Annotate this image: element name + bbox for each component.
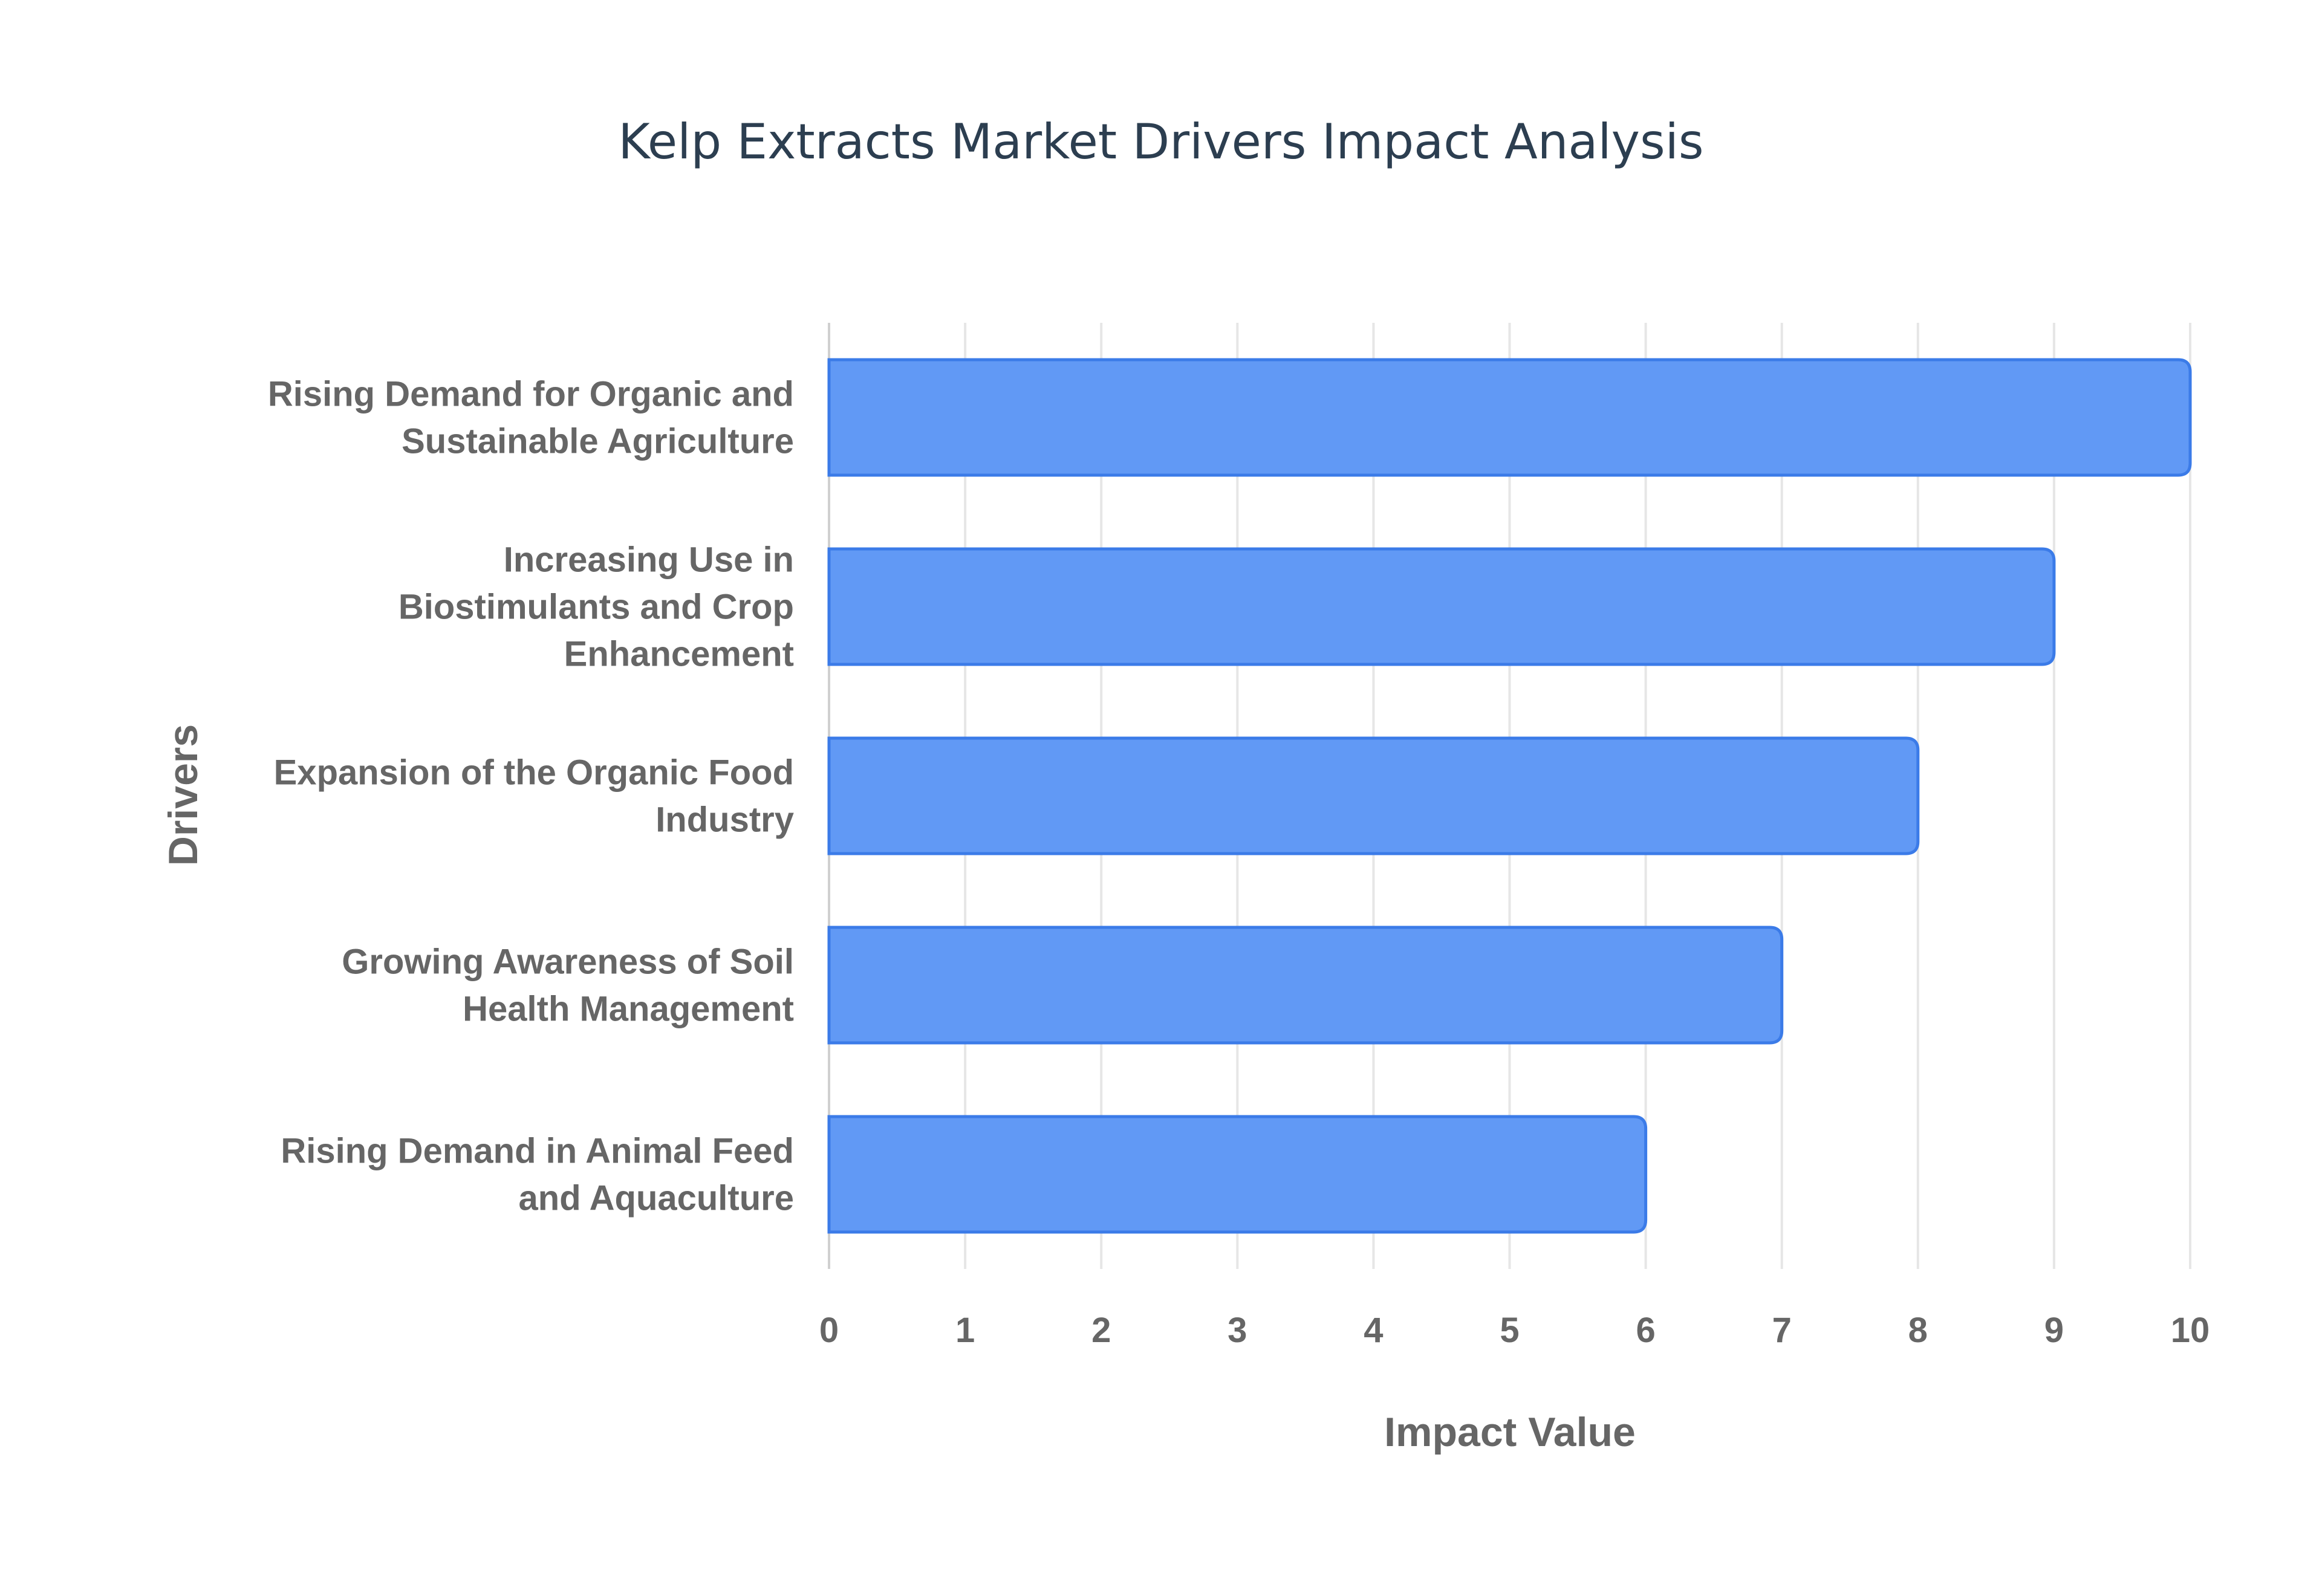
category-label-line: Biostimulants and Crop — [398, 588, 794, 627]
category-label: Increasing Use in Biostimulants and Crop E… — [398, 540, 794, 674]
x-tick-label: 10 — [2171, 1311, 2210, 1350]
category-label: Expansion of the Organic Food Industry — [274, 753, 794, 840]
category-label-line: Health Management — [463, 990, 794, 1029]
x-tick-label: 3 — [1228, 1311, 1247, 1350]
x-tick-labels: 0 1 2 3 4 5 6 7 8 9 10 — [819, 1311, 2210, 1350]
category-label: Growing Awareness of Soil Health Manageme… — [342, 942, 794, 1029]
bar — [827, 1115, 1648, 1234]
bar — [827, 358, 2192, 477]
x-tick-label: 7 — [1772, 1311, 1792, 1350]
category-label-line: Industry — [655, 800, 794, 840]
y-category-labels: Rising Demand for Organic and Sustainable… — [268, 375, 794, 1218]
category-label-line: Sustainable Agriculture — [402, 422, 794, 461]
chart-title: Kelp Extracts Market Drivers Impact Anal… — [618, 114, 1703, 170]
y-axis-title: Drivers — [160, 724, 206, 866]
bars — [827, 358, 2192, 1234]
category-label-line: Growing Awareness of Soil — [342, 942, 794, 982]
category-label-line: and Aquaculture — [519, 1179, 794, 1218]
bar — [827, 926, 1784, 1045]
x-tick-label: 6 — [1636, 1311, 1655, 1350]
category-label-line: Increasing Use in — [504, 540, 794, 580]
x-tick-label: 1 — [955, 1311, 975, 1350]
category-label-line: Rising Demand in Animal Feed — [281, 1132, 794, 1171]
bar — [827, 547, 2056, 666]
category-label-line: Enhancement — [564, 635, 794, 674]
x-tick-label: 0 — [819, 1311, 839, 1350]
category-label-line: Rising Demand for Organic and — [268, 375, 794, 414]
x-tick-label: 4 — [1364, 1311, 1383, 1350]
x-tick-label: 9 — [2044, 1311, 2064, 1350]
category-label: Rising Demand for Organic and Sustainable… — [268, 375, 794, 461]
x-axis-title: Impact Value — [1384, 1409, 1636, 1455]
category-label: Rising Demand in Animal Feed and Aquacult… — [281, 1132, 794, 1218]
x-tick-label: 8 — [1908, 1311, 1928, 1350]
category-label-line: Expansion of the Organic Food — [274, 753, 794, 793]
x-tick-label: 2 — [1091, 1311, 1111, 1350]
bar — [827, 736, 1920, 855]
x-tick-label: 5 — [1500, 1311, 1519, 1350]
